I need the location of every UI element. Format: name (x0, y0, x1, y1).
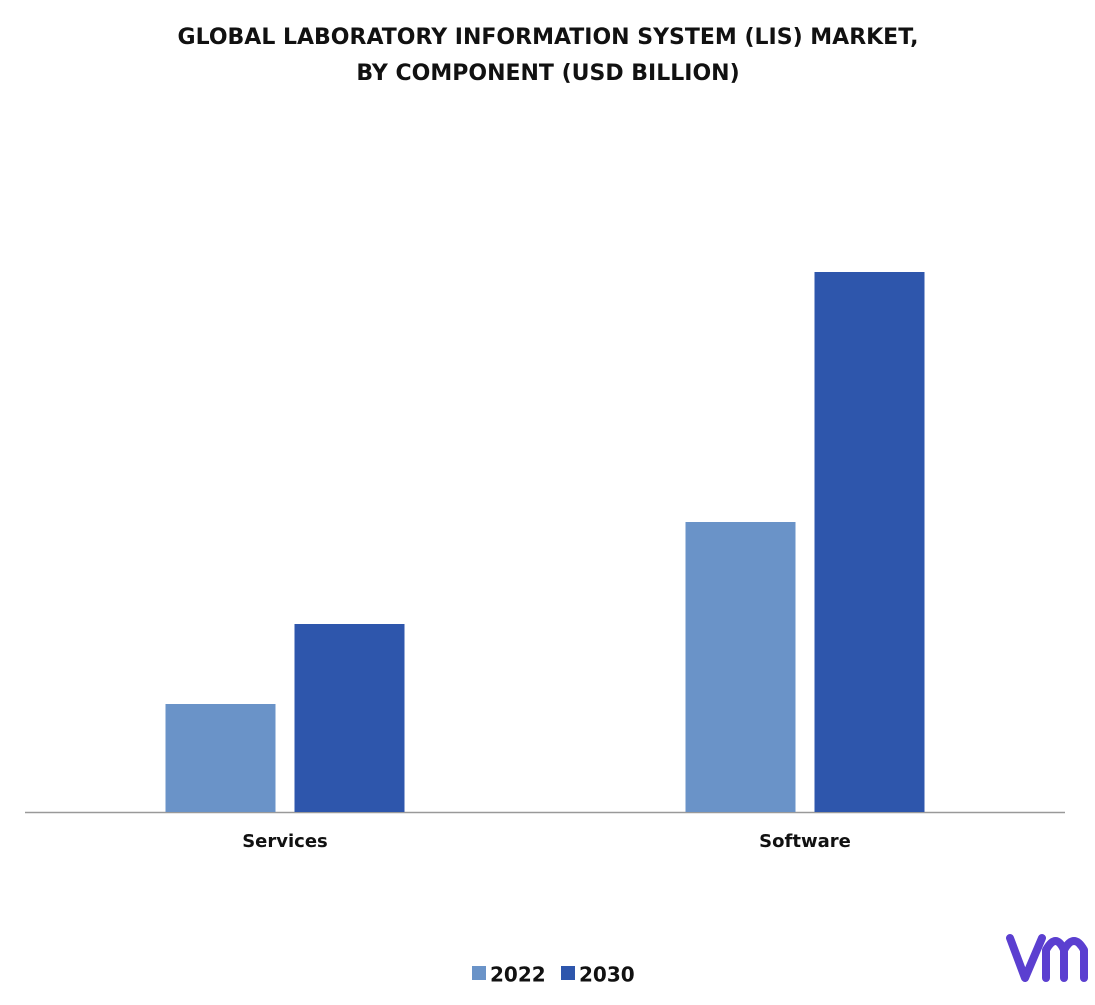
x-tick-label: Services (242, 831, 328, 852)
chart-title: GLOBAL LABORATORY INFORMATION SYSTEM (LI… (178, 25, 919, 50)
legend-label: 2022 (490, 963, 546, 987)
bar (814, 272, 925, 812)
bar (685, 522, 796, 812)
legend-swatch (561, 966, 575, 980)
logo (1006, 934, 1088, 982)
chart-subtitle: BY COMPONENT (USD BILLION) (356, 61, 739, 86)
legend-label: 2030 (579, 963, 635, 987)
logo-v (1006, 934, 1046, 982)
x-tick-label: Software (759, 831, 851, 852)
legend-swatch (472, 966, 486, 980)
bar (165, 704, 276, 812)
logo-m (1042, 937, 1088, 982)
bar (294, 624, 405, 812)
